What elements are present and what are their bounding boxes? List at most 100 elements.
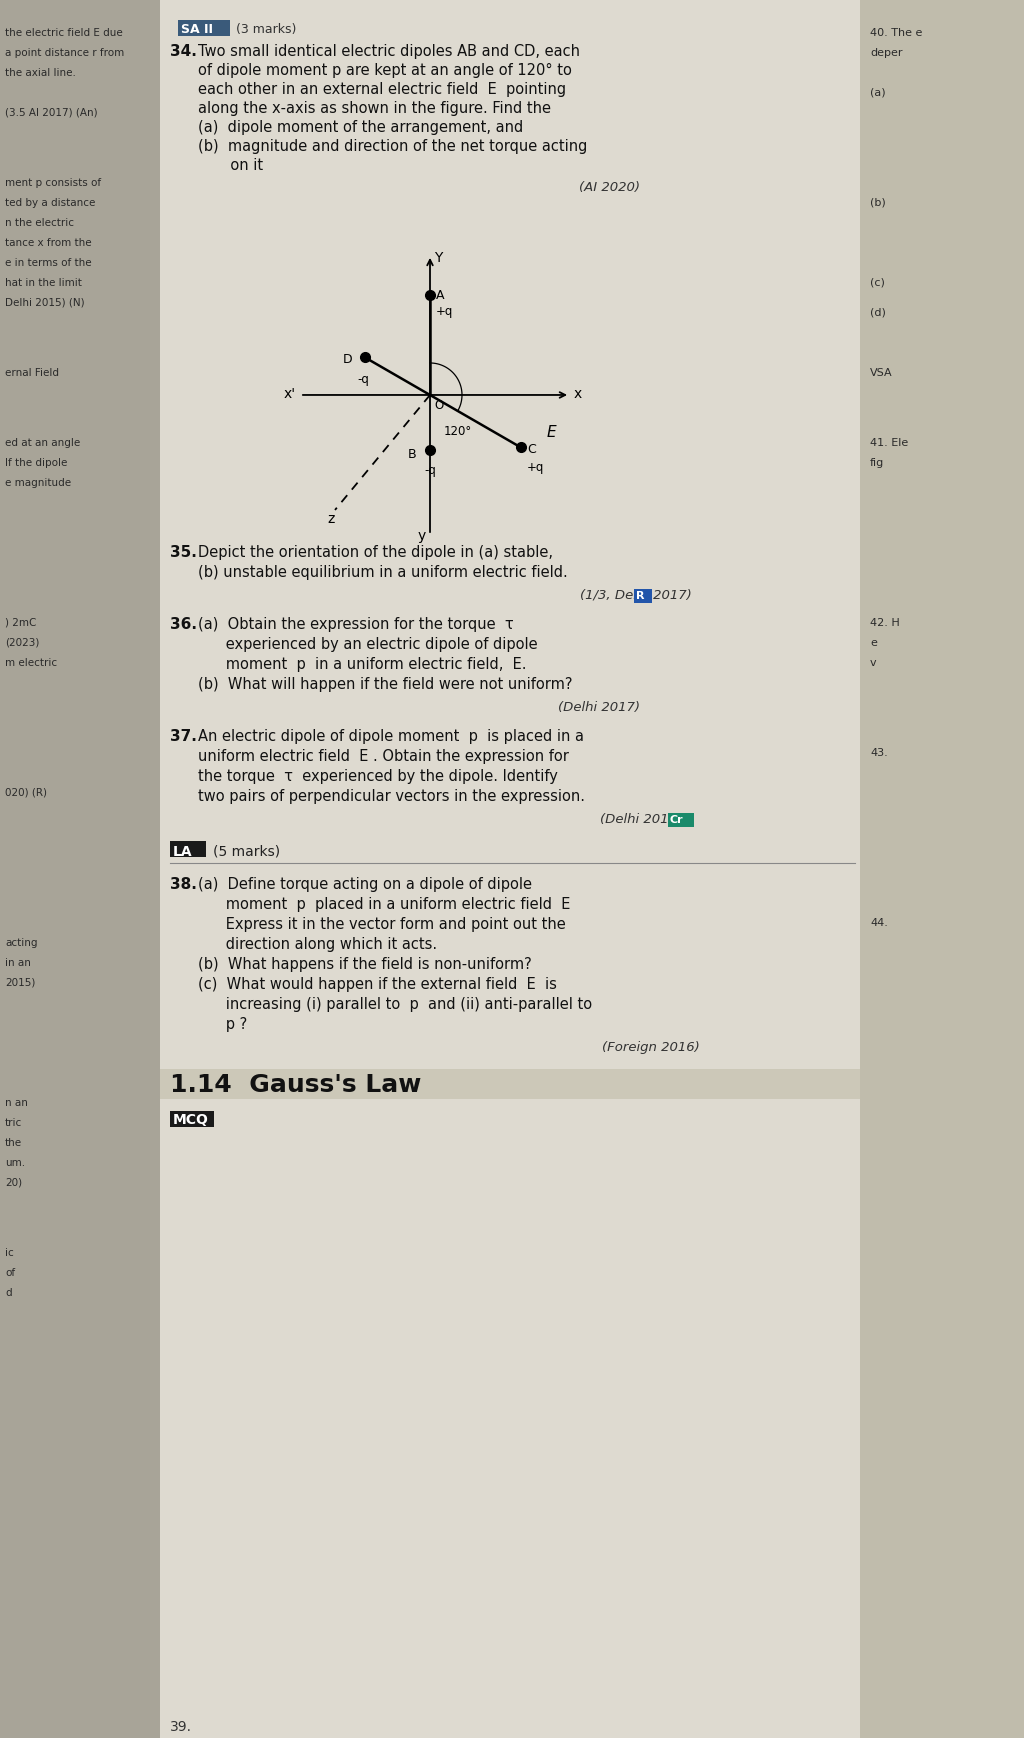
Text: +q: +q (436, 304, 454, 318)
Text: B: B (408, 448, 417, 461)
Text: 44.: 44. (870, 918, 888, 928)
Text: (b): (b) (870, 198, 886, 209)
Text: (3 marks): (3 marks) (236, 23, 296, 36)
Text: ) 2mC: ) 2mC (5, 619, 37, 627)
Text: ment p consists of: ment p consists of (5, 177, 101, 188)
Text: ernal Field: ernal Field (5, 368, 59, 377)
Text: p ?: p ? (198, 1017, 247, 1032)
Text: A: A (436, 289, 444, 302)
Text: the torque  τ  experienced by the dipole. Identify: the torque τ experienced by the dipole. … (198, 768, 558, 784)
Text: Two small identical electric dipoles AB and CD, each: Two small identical electric dipoles AB … (198, 43, 580, 59)
Text: direction along which it acts.: direction along which it acts. (198, 937, 437, 952)
Text: O: O (434, 400, 443, 412)
Text: two pairs of perpendicular vectors in the expression.: two pairs of perpendicular vectors in th… (198, 789, 585, 805)
Text: 34.: 34. (170, 43, 197, 59)
Text: R: R (636, 591, 644, 601)
Text: MCQ: MCQ (173, 1112, 209, 1126)
Text: (d): (d) (870, 308, 886, 318)
Text: (a)  Obtain the expression for the torque  τ: (a) Obtain the expression for the torque… (198, 617, 514, 633)
Text: of: of (5, 1269, 15, 1277)
Bar (170, 1111, 214, 1126)
Text: e magnitude: e magnitude (5, 478, 71, 488)
Text: experienced by an electric dipole of dipole: experienced by an electric dipole of dip… (198, 636, 538, 652)
Text: (c)  What would happen if the external field  E  is: (c) What would happen if the external fi… (198, 977, 557, 992)
Text: the axial line.: the axial line. (5, 68, 76, 78)
Bar (178, 21, 230, 36)
Text: v: v (870, 659, 877, 667)
Text: hat in the limit: hat in the limit (5, 278, 82, 289)
Text: 35.: 35. (170, 546, 197, 560)
Text: a point distance r from: a point distance r from (5, 49, 124, 57)
Text: deper: deper (870, 49, 902, 57)
Text: (b)  What happens if the field is non-uniform?: (b) What happens if the field is non-uni… (198, 958, 531, 972)
Text: each other in an external electric field  E  pointing: each other in an external electric field… (198, 82, 566, 97)
Text: 37.: 37. (170, 728, 197, 744)
Text: -q: -q (424, 464, 436, 476)
Text: 40. The e: 40. The e (870, 28, 923, 38)
Bar (668, 813, 694, 827)
Text: m electric: m electric (5, 659, 57, 667)
Text: If the dipole: If the dipole (5, 459, 68, 468)
Text: Express it in the vector form and point out the: Express it in the vector form and point … (198, 918, 565, 932)
Bar (170, 841, 206, 857)
Text: (Delhi 2015C): (Delhi 2015C) (600, 813, 691, 826)
Text: 38.: 38. (170, 878, 197, 892)
Text: the electric field E due: the electric field E due (5, 28, 123, 38)
Text: SA II: SA II (181, 23, 213, 36)
Text: n the electric: n the electric (5, 217, 74, 228)
Text: 39.: 39. (170, 1721, 193, 1735)
Text: the: the (5, 1138, 23, 1147)
Text: ic: ic (5, 1248, 13, 1258)
Text: fig: fig (870, 459, 885, 468)
Text: along the x-axis as shown in the figure. Find the: along the x-axis as shown in the figure.… (198, 101, 551, 116)
Text: 1.14  Gauss's Law: 1.14 Gauss's Law (170, 1072, 421, 1097)
Text: (c): (c) (870, 278, 885, 289)
Text: x': x' (284, 388, 296, 401)
Text: 41. Ele: 41. Ele (870, 438, 908, 448)
Text: 20): 20) (5, 1178, 23, 1187)
Text: y: y (418, 528, 426, 542)
Bar (160, 1069, 860, 1098)
Text: LA: LA (173, 845, 193, 859)
Text: An electric dipole of dipole moment  p  is placed in a: An electric dipole of dipole moment p is… (198, 728, 584, 744)
Text: (b)  magnitude and direction of the net torque acting: (b) magnitude and direction of the net t… (198, 139, 588, 155)
Text: (Foreign 2016): (Foreign 2016) (602, 1041, 700, 1053)
Text: on it: on it (198, 158, 263, 174)
Text: (AI 2020): (AI 2020) (579, 181, 640, 195)
Text: d: d (5, 1288, 11, 1298)
Text: Cr: Cr (670, 815, 684, 826)
Text: moment  p  in a uniform electric field,  E.: moment p in a uniform electric field, E. (198, 657, 526, 673)
Bar (634, 589, 652, 603)
Text: Depict the orientation of the dipole in (a) stable,: Depict the orientation of the dipole in … (198, 546, 553, 560)
Text: tance x from the: tance x from the (5, 238, 91, 249)
Text: (a)  Define torque acting on a dipole of dipole: (a) Define torque acting on a dipole of … (198, 878, 532, 892)
Text: n an: n an (5, 1098, 28, 1107)
Text: um.: um. (5, 1158, 26, 1168)
Text: (b) unstable equilibrium in a uniform electric field.: (b) unstable equilibrium in a uniform el… (198, 565, 567, 580)
Text: VSA: VSA (870, 368, 893, 377)
Text: of dipole moment p are kept at an angle of 120° to: of dipole moment p are kept at an angle … (198, 63, 571, 78)
Bar (860, 0, 1024, 1738)
Text: (2023): (2023) (5, 638, 39, 648)
Text: 120°: 120° (444, 426, 472, 438)
Text: (3.5 Al 2017) (An): (3.5 Al 2017) (An) (5, 108, 97, 118)
Text: uniform electric field  E . Obtain the expression for: uniform electric field E . Obtain the ex… (198, 749, 569, 765)
Text: D: D (343, 353, 352, 367)
Text: e: e (870, 638, 877, 648)
Text: (1/3, Delhi 2017): (1/3, Delhi 2017) (580, 589, 692, 601)
Text: (b)  What will happen if the field were not uniform?: (b) What will happen if the field were n… (198, 676, 572, 692)
Text: tric: tric (5, 1118, 23, 1128)
Text: increasing (i) parallel to  p  and (ii) anti-parallel to: increasing (i) parallel to p and (ii) an… (198, 998, 592, 1012)
Text: ed at an angle: ed at an angle (5, 438, 80, 448)
Text: 020) (R): 020) (R) (5, 787, 47, 798)
Text: ted by a distance: ted by a distance (5, 198, 95, 209)
Text: (a): (a) (870, 89, 886, 97)
Text: +q: +q (527, 462, 545, 474)
Text: in an: in an (5, 958, 31, 968)
Text: E: E (546, 426, 556, 440)
Text: (a)  dipole moment of the arrangement, and: (a) dipole moment of the arrangement, an… (198, 120, 523, 136)
Text: -q: -q (357, 374, 369, 386)
Text: 43.: 43. (870, 747, 888, 758)
Text: (Delhi 2017): (Delhi 2017) (558, 700, 640, 714)
Text: Delhi 2015) (N): Delhi 2015) (N) (5, 297, 85, 308)
